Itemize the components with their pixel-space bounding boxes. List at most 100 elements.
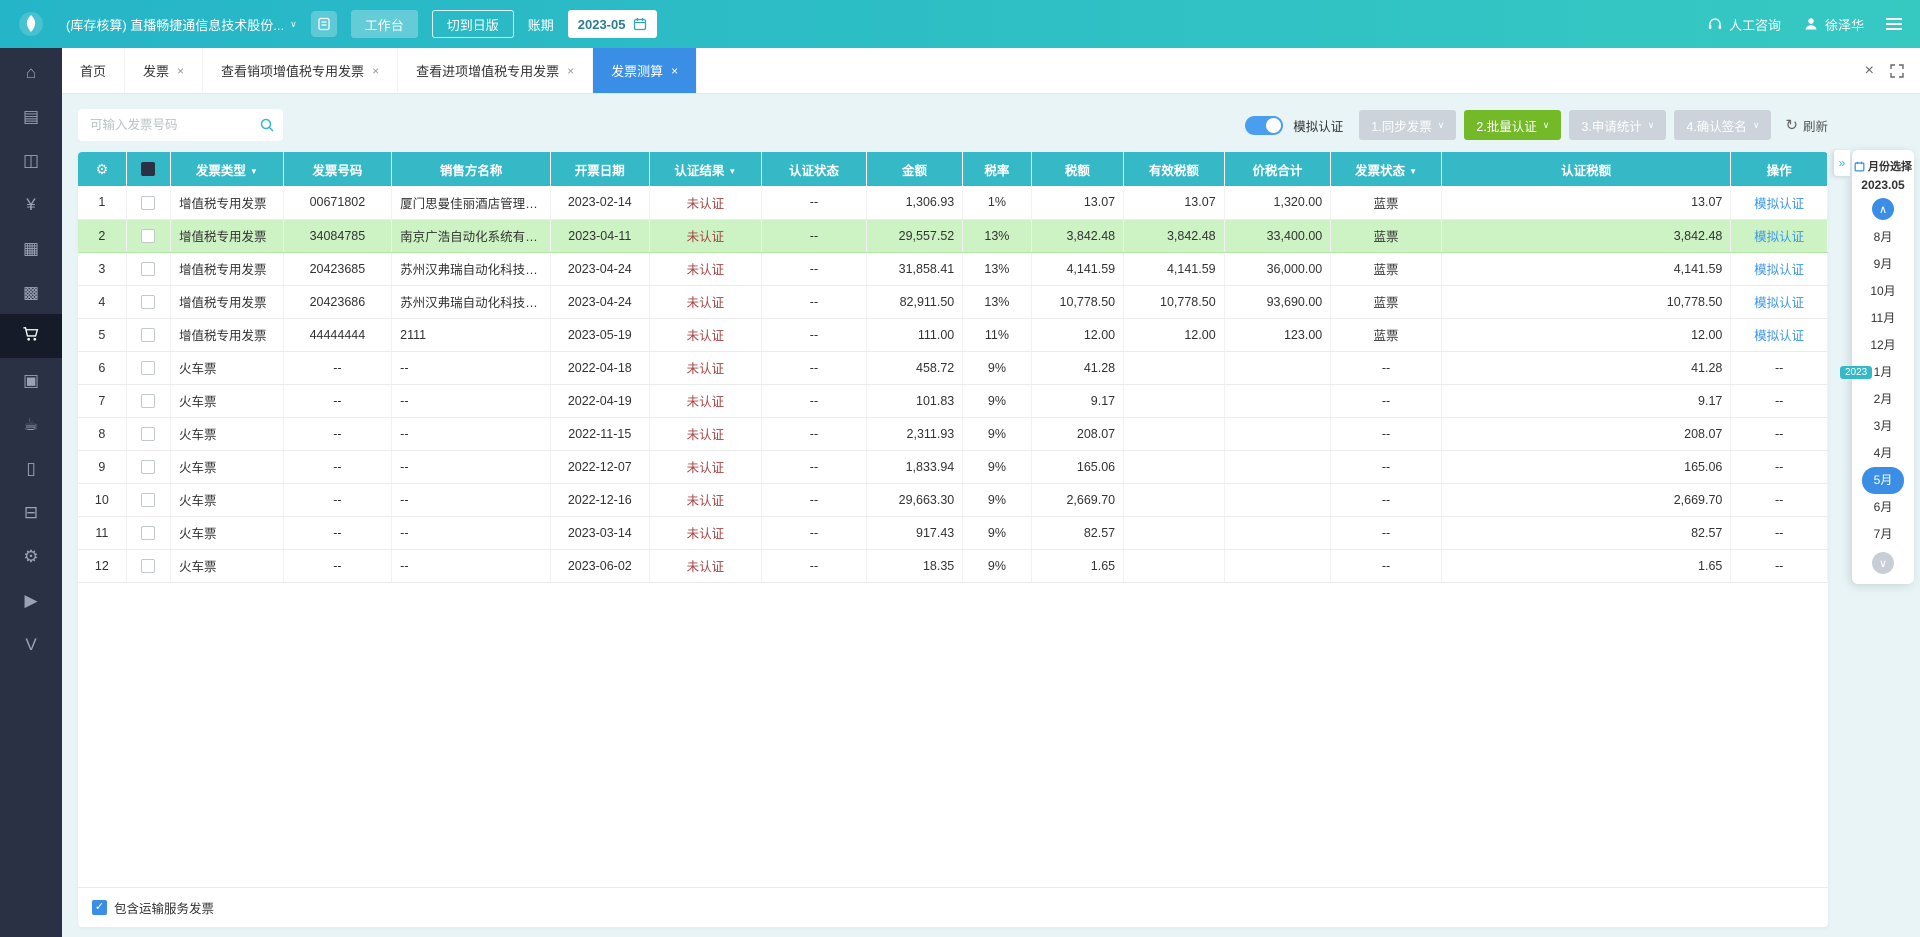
apply-stats-button[interactable]: 3.申请统计 ∨ — [1569, 110, 1667, 140]
row-checkbox[interactable] — [141, 558, 156, 573]
sidebar-item-inventory[interactable]: ▣ — [0, 358, 62, 402]
transport-invoice-checkbox[interactable]: ✓ — [92, 900, 107, 915]
month-item[interactable]: 12月 — [1870, 338, 1896, 352]
scroll-up-button[interactable]: ∧ — [1872, 198, 1894, 220]
sidebar-item-mobile[interactable]: ▯ — [0, 446, 62, 490]
confirm-sign-button[interactable]: 4.确认签名 ∨ — [1674, 110, 1772, 140]
row-checkbox[interactable] — [141, 228, 156, 243]
table-row[interactable]: 3 增值税专用发票 20423685 苏州汉弗瑞自动化科技有限... 2023-04-2… — [78, 252, 1828, 286]
sort-icon[interactable]: ▼ — [249, 166, 258, 176]
gear-icon[interactable]: ⚙ — [95, 160, 109, 177]
row-checkbox[interactable] — [141, 393, 156, 408]
header-invoice-status[interactable]: 发票状态 — [1355, 163, 1406, 178]
workbench-button[interactable]: 工作台 — [350, 10, 418, 38]
sidebar-item-service[interactable]: ☕ — [0, 402, 62, 446]
cell-date: 2022-12-07 — [550, 450, 650, 484]
month-item[interactable]: 6月 — [1873, 500, 1893, 514]
row-checkbox[interactable] — [141, 492, 156, 507]
panel-collapse-button[interactable]: » — [1834, 150, 1850, 176]
month-item[interactable]: 7月 — [1873, 527, 1893, 541]
sidebar-item-settings[interactable]: ⚙ — [0, 534, 62, 578]
sidebar-item-video[interactable]: ▶ — [0, 578, 62, 622]
fullscreen-icon[interactable] — [1890, 63, 1904, 78]
month-item[interactable]: 9月 — [1873, 257, 1893, 271]
row-checkbox[interactable] — [141, 261, 156, 276]
sidebar-item-drawer[interactable]: ⊟ — [0, 490, 62, 534]
simulate-auth-link[interactable]: 模拟认证 — [1754, 230, 1805, 244]
row-checkbox[interactable] — [141, 327, 156, 342]
month-item[interactable]: 3月 — [1873, 419, 1893, 433]
sidebar-item-home[interactable]: ⌂ — [0, 50, 62, 94]
month-item[interactable]: 1月 — [1873, 365, 1893, 379]
sidebar-item-brand[interactable]: V — [0, 622, 62, 666]
sort-icon[interactable]: ▼ — [728, 166, 737, 176]
table-row[interactable]: 12 火车票 -- -- 2023-06-02 未认证 -- 18.35 9% 1.65 -- 1.6… — [78, 549, 1828, 583]
sidebar-item-invoice[interactable]: ▤ — [0, 94, 62, 138]
table-row[interactable]: 7 火车票 -- -- 2022-04-19 未认证 -- 101.83 9% 9.17 -- 9.1… — [78, 384, 1828, 418]
row-checkbox[interactable] — [141, 195, 156, 210]
tab-home[interactable]: 首页 — [62, 48, 126, 93]
month-item[interactable]: 2月 — [1873, 392, 1893, 406]
month-item[interactable]: 4月 — [1873, 446, 1893, 460]
close-all-tabs-icon[interactable]: × — [1864, 61, 1874, 79]
batch-auth-button[interactable]: 2.批量认证 ∨ — [1464, 110, 1562, 140]
search-icon[interactable] — [259, 117, 275, 138]
sidebar-item-apps[interactable]: ▩ — [0, 270, 62, 314]
tab-view-output-vat-invoice[interactable]: 查看销项增值税专用发票 × — [203, 48, 399, 93]
sidebar-item-purchase[interactable] — [0, 314, 62, 358]
cell-date: 2023-05-19 — [550, 318, 650, 352]
cell-type: 增值税专用发票 — [170, 219, 284, 253]
scroll-down-button[interactable]: ∨ — [1872, 552, 1894, 574]
row-checkbox[interactable] — [141, 525, 156, 540]
table-row[interactable]: 5 增值税专用发票 44444444 2111 2023-05-19 未认证 -- 111.0… — [78, 318, 1828, 352]
month-item[interactable]: 5月 — [1862, 467, 1904, 494]
document-icon[interactable] — [310, 11, 337, 37]
tab-label: 首页 — [80, 64, 107, 79]
select-all-checkbox[interactable] — [141, 162, 156, 177]
sidebar-item-bank[interactable]: ▦ — [0, 226, 62, 270]
company-selector[interactable]: (库存核算) 直播畅捷通信息技术股份... ∨ — [66, 15, 297, 34]
tab-close-icon[interactable]: × — [671, 63, 679, 78]
row-checkbox[interactable] — [141, 294, 156, 309]
table-row[interactable]: 1 增值税专用发票 00671802 厦门思曼佳丽酒店管理有限... 2023-02-1… — [78, 186, 1828, 220]
table-row[interactable]: 10 火车票 -- -- 2022-12-16 未认证 -- 29,663.30 9% 2,669… — [78, 483, 1828, 517]
cell-checkbox — [126, 186, 171, 220]
menu-icon[interactable] — [1886, 18, 1902, 30]
sort-icon[interactable]: ▼ — [1409, 166, 1417, 176]
tab-close-icon[interactable]: × — [567, 63, 575, 78]
simulate-auth-link[interactable]: 模拟认证 — [1754, 296, 1805, 310]
simulate-auth-link[interactable]: 模拟认证 — [1754, 329, 1805, 343]
table-row[interactable]: 11 火车票 -- -- 2023-03-14 未认证 -- 917.43 9% 82.57 -- 8… — [78, 516, 1828, 550]
switch-version-button[interactable]: 切到日版 — [431, 10, 514, 38]
simulate-auth-link[interactable]: 模拟认证 — [1754, 196, 1805, 211]
refresh-button[interactable]: ↻ 刷新 — [1785, 116, 1828, 135]
sync-invoice-button[interactable]: 1.同步发票 ∨ — [1359, 110, 1457, 140]
table-row[interactable]: 4 增值税专用发票 20423686 苏州汉弗瑞自动化科技有限... 2023-04-2… — [78, 285, 1828, 319]
tab-view-input-vat-invoice[interactable]: 查看进项增值税专用发票 × — [398, 48, 594, 93]
header-auth-result[interactable]: 认证结果 — [674, 163, 725, 178]
header-invoice-type[interactable]: 发票类型 — [195, 163, 246, 178]
tab-invoice-calculation[interactable]: 发票测算 × — [593, 48, 698, 93]
table-row[interactable]: 9 火车票 -- -- 2022-12-07 未认证 -- 1,833.94 9% 165.06-… — [78, 450, 1828, 484]
sidebar-item-funds[interactable]: ¥ — [0, 182, 62, 226]
period-selector[interactable]: 2023-05 — [567, 10, 658, 38]
row-checkbox[interactable] — [141, 426, 156, 441]
simulate-auth-link[interactable]: 模拟认证 — [1754, 263, 1805, 277]
table-row[interactable]: 8 火车票 -- -- 2022-11-15 未认证 -- 2,311.93 9% 208.07-… — [78, 417, 1828, 451]
simulate-auth-toggle[interactable] — [1245, 115, 1284, 135]
row-checkbox[interactable] — [141, 459, 156, 474]
tab-close-icon[interactable]: × — [372, 63, 380, 78]
invoice-search-input[interactable] — [78, 109, 283, 141]
support-link[interactable]: 人工咨询 — [1707, 15, 1781, 34]
sidebar-item-report[interactable]: ◫ — [0, 138, 62, 182]
month-item[interactable]: 10月 — [1870, 284, 1896, 298]
table-row[interactable]: 6 火车票 -- -- 2022-04-18 未认证 -- 458.72 9% 41.28 -- 41… — [78, 351, 1828, 385]
month-item[interactable]: 8月 — [1873, 230, 1893, 244]
tab-close-icon[interactable]: × — [177, 63, 185, 78]
table-row[interactable]: 2 增值税专用发票 34084785 南京广浩自动化系统有限责... 2023-04-1… — [78, 219, 1828, 253]
user-menu[interactable]: 徐泽华 — [1803, 15, 1864, 34]
row-checkbox[interactable] — [141, 360, 156, 375]
tab-invoice[interactable]: 发票 × — [125, 48, 204, 93]
app-logo[interactable] — [0, 11, 62, 37]
month-item[interactable]: 11月 — [1870, 311, 1896, 325]
